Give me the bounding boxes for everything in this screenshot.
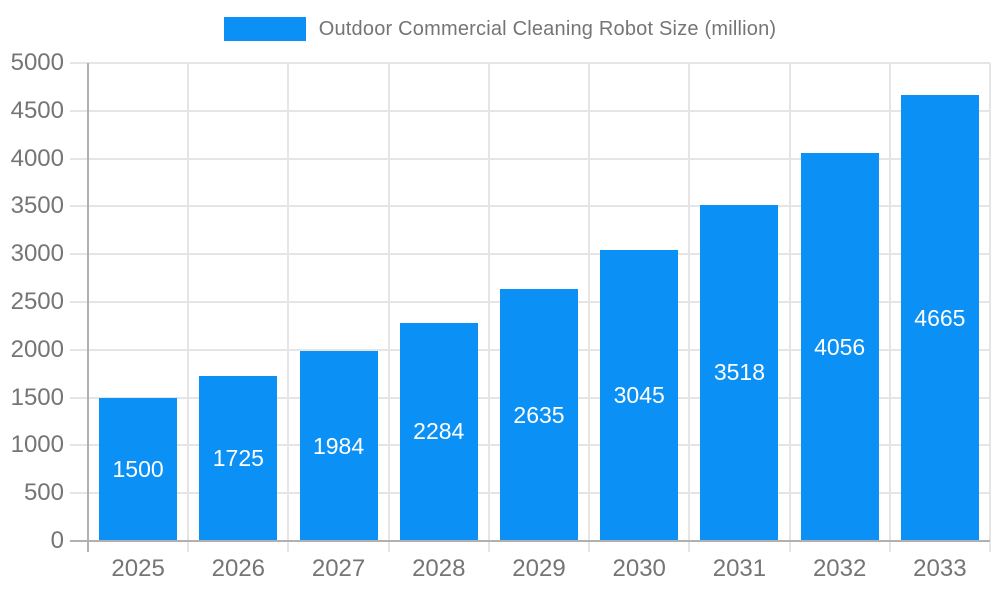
legend: Outdoor Commercial Cleaning Robot Size (… — [0, 17, 1000, 41]
y-gridline — [70, 157, 990, 160]
bar-2028: 2284 — [399, 322, 478, 541]
bar-value-label: 1984 — [312, 432, 365, 459]
bar-value-label: 2635 — [513, 401, 565, 428]
x-axis-tick — [888, 542, 891, 552]
x-gridline — [989, 63, 991, 541]
x-axis-tick-label: 2029 — [512, 555, 566, 582]
x-axis-tick — [487, 542, 490, 552]
bar-value-label: 3518 — [713, 359, 766, 386]
bar-2033: 4665 — [900, 95, 979, 541]
bar-2032: 4056 — [800, 153, 879, 541]
y-gridline — [70, 253, 990, 256]
bar-value-label: 4665 — [914, 304, 966, 331]
x-axis-tick-label: 2033 — [913, 555, 967, 582]
x-gridline — [287, 63, 290, 541]
x-axis-tick — [989, 542, 991, 552]
bar-value-label: 2284 — [413, 418, 465, 445]
bar-value-label: 4056 — [814, 333, 866, 360]
x-gridline — [588, 63, 591, 541]
y-axis-tick-label: 5000 — [10, 49, 64, 76]
y-gridline — [70, 109, 990, 112]
x-gridline — [487, 63, 490, 541]
x-gridline — [387, 63, 390, 541]
y-axis-tick-label: 4000 — [10, 144, 64, 172]
x-axis-tick-label: 2027 — [311, 555, 366, 582]
bar-2026: 1725 — [199, 376, 278, 541]
y-axis-tick-label: 3000 — [10, 240, 64, 268]
x-axis-tick-label: 2031 — [712, 555, 767, 582]
bar-2031: 3518 — [700, 204, 779, 541]
bar-2029: 2635 — [500, 289, 578, 541]
bar-2025: 1500 — [99, 397, 178, 541]
y-gridline — [70, 205, 990, 208]
x-axis-tick — [788, 542, 791, 552]
x-axis-tick — [187, 542, 190, 552]
bar-value-label: 1500 — [112, 455, 164, 482]
y-axis-tick-label: 4500 — [10, 96, 64, 124]
x-axis-tick-label: 2028 — [412, 555, 466, 582]
legend-label: Outdoor Commercial Cleaning Robot Size (… — [318, 17, 777, 40]
y-axis-tick-label: 1500 — [10, 383, 64, 411]
x-axis-tick — [588, 542, 591, 552]
x-gridline — [888, 63, 891, 541]
bar-2027: 1984 — [299, 351, 378, 541]
x-axis-line — [70, 540, 990, 542]
y-axis-tick-label: 0 — [50, 527, 64, 554]
x-axis-tick-label: 2025 — [111, 555, 165, 582]
bar-value-label: 3045 — [613, 381, 665, 408]
y-gridline — [70, 62, 990, 64]
y-axis-tick-label: 3500 — [10, 192, 64, 220]
y-axis-tick-label: 500 — [23, 479, 64, 507]
x-gridline — [187, 63, 190, 541]
x-gridline — [788, 63, 791, 541]
x-axis-tick-label: 2026 — [211, 555, 266, 582]
legend-swatch — [223, 17, 306, 41]
y-axis-tick-label: 2000 — [10, 335, 64, 363]
y-axis-tick-label: 1000 — [10, 431, 64, 459]
bar-value-label: 1725 — [212, 445, 264, 472]
bar-2030: 3045 — [600, 249, 679, 541]
x-axis-tick — [387, 542, 390, 552]
x-axis-tick — [688, 542, 691, 552]
x-axis-tick-label: 2030 — [612, 555, 666, 582]
y-axis-tick-label: 2500 — [10, 288, 64, 315]
y-axis-line — [87, 63, 89, 552]
x-gridline — [688, 63, 691, 541]
x-axis-tick — [287, 542, 290, 552]
x-axis-tick-label: 2032 — [812, 555, 867, 582]
plot-area: 0 500 1000 1500 2000 2500 3000 3500 4000 4500 5000… — [11, 49, 991, 582]
